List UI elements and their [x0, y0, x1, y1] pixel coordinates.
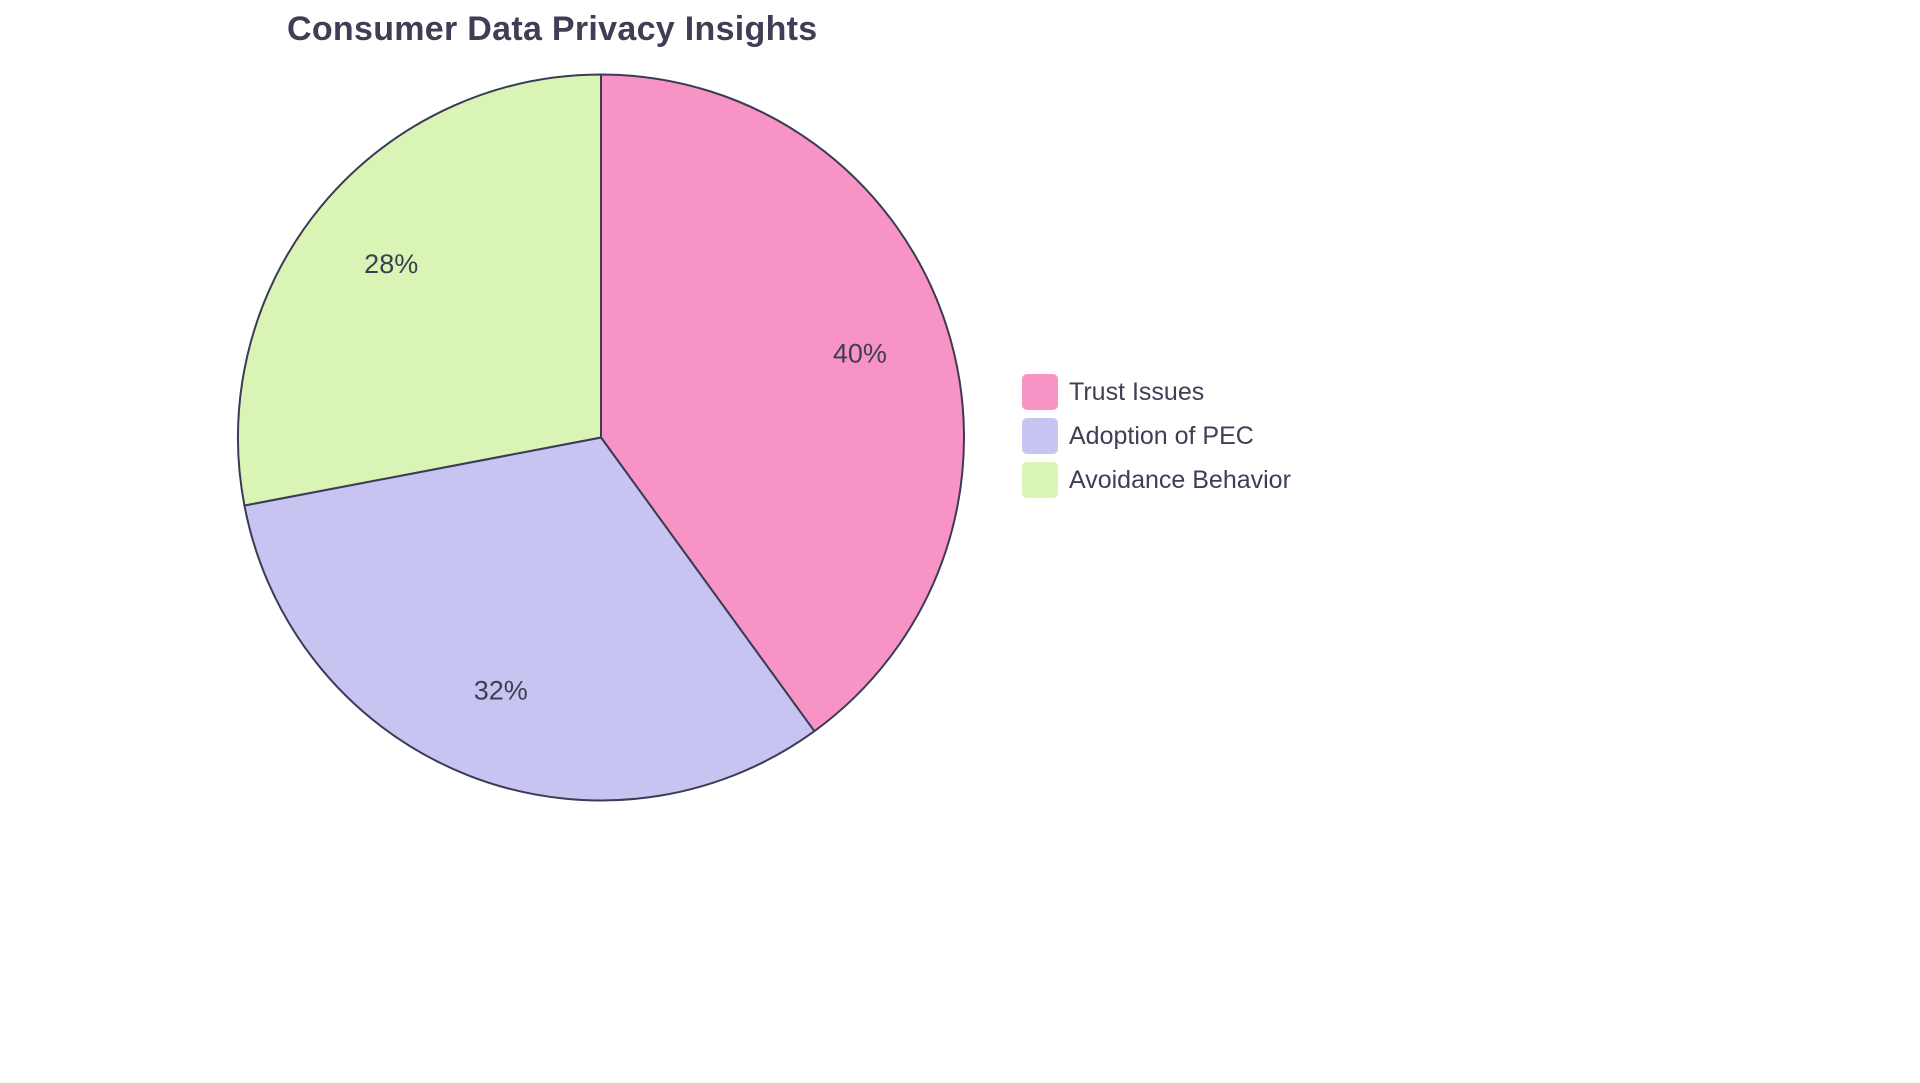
pie-slice-label: 32%: [474, 676, 528, 706]
legend-swatch: [1022, 418, 1058, 454]
chart-title: Consumer Data Privacy Insights: [287, 10, 818, 48]
legend-item: Adoption of PEC: [1022, 418, 1291, 454]
pie-slice-label: 40%: [833, 338, 887, 368]
legend-swatch: [1022, 462, 1058, 498]
legend: Trust Issues Adoption of PEC Avoidance Beh…: [1022, 374, 1291, 498]
legend-label: Trust Issues: [1069, 378, 1205, 406]
legend-label: Adoption of PEC: [1069, 422, 1254, 450]
pie-slice-1: [243, 436, 816, 802]
legend-label: Avoidance Behavior: [1069, 466, 1291, 494]
legend-item: Avoidance Behavior: [1022, 462, 1291, 498]
pie-slice-2: [237, 73, 602, 507]
pie-slice-0: [600, 73, 965, 733]
legend-item: Trust Issues: [1022, 374, 1291, 410]
legend-swatch: [1022, 374, 1058, 410]
pie-slice-label: 28%: [364, 249, 418, 279]
